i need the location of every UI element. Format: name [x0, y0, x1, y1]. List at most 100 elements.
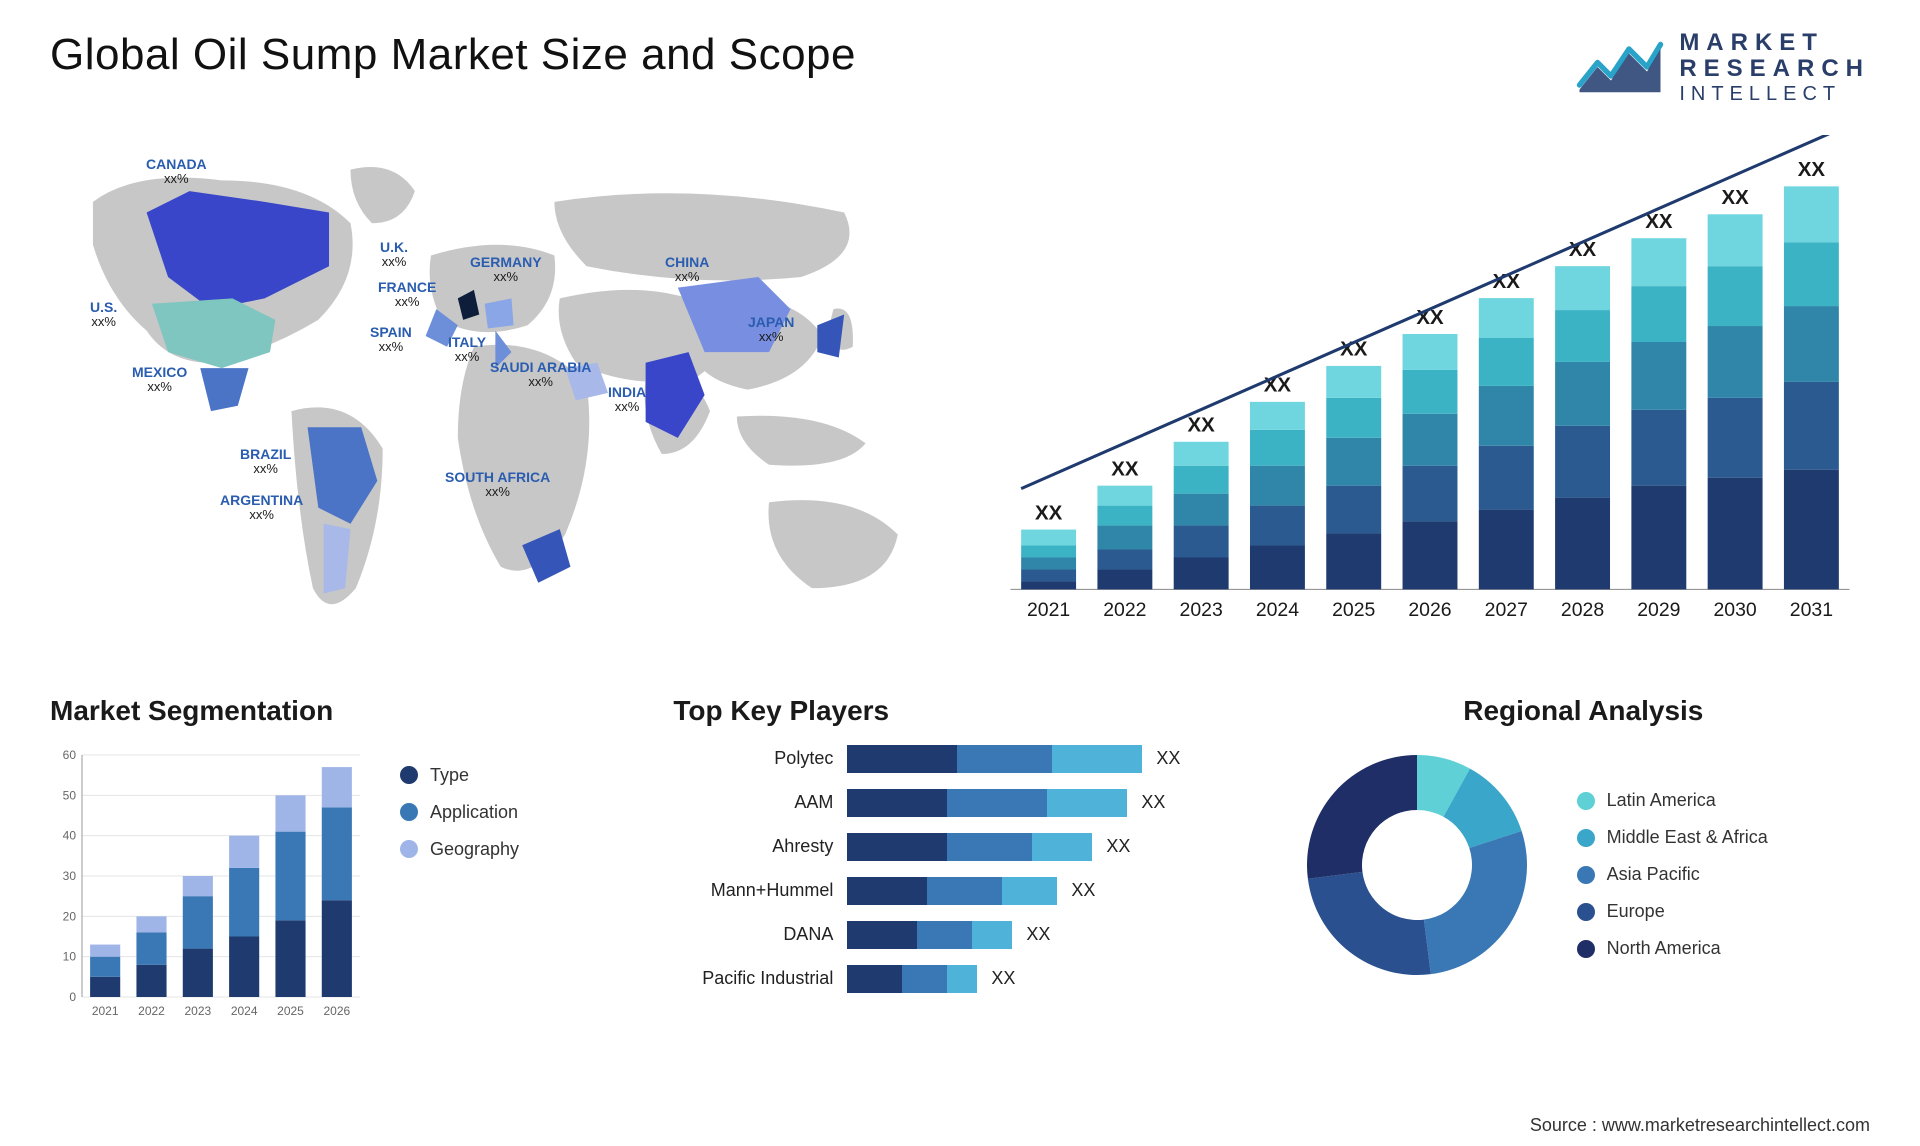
regional-panel: Regional Analysis Latin America Middle Ea…	[1297, 695, 1870, 1095]
map-label-country: SOUTH AFRICA	[445, 470, 550, 485]
map-label: ARGENTINAxx%	[220, 493, 303, 523]
player-bar-segment	[847, 833, 947, 861]
player-name: AAM	[673, 792, 833, 813]
segmentation-legend: Type Application Geography	[400, 745, 519, 860]
map-label: SAUDI ARABIAxx%	[490, 360, 591, 390]
player-name: DANA	[673, 924, 833, 945]
legend-label: Europe	[1607, 901, 1665, 922]
map-label-country: MEXICO	[132, 365, 187, 380]
svg-text:2026: 2026	[1408, 599, 1451, 621]
player-bar-segment	[1032, 833, 1092, 861]
svg-text:2022: 2022	[1103, 599, 1146, 621]
svg-text:2031: 2031	[1790, 599, 1833, 621]
player-bar-segment	[847, 965, 902, 993]
world-map: CANADAxx%U.S.xx%MEXICOxx%BRAZILxx%ARGENT…	[50, 135, 930, 655]
logo: MARKET RESEARCH INTELLECT	[1575, 30, 1870, 105]
map-label-country: U.S.	[90, 300, 117, 315]
player-row: DANAXX	[673, 921, 1246, 949]
map-label-value: xx%	[240, 462, 291, 476]
page-title: Global Oil Sump Market Size and Scope	[50, 30, 856, 80]
map-label: U.K.xx%	[380, 240, 408, 270]
map-label-country: SAUDI ARABIA	[490, 360, 591, 375]
svg-text:2025: 2025	[277, 1004, 304, 1018]
map-label-value: xx%	[608, 400, 646, 414]
map-label-value: xx%	[490, 375, 591, 389]
svg-text:XX: XX	[1798, 158, 1826, 181]
map-label: SPAINxx%	[370, 325, 412, 355]
legend-item: Application	[400, 802, 519, 823]
growth-chart: XX2021XX2022XX2023XX2024XX2025XX2026XX20…	[990, 135, 1870, 655]
players-chart: PolytecXXAAMXXAhrestyXXMann+HummelXXDANA…	[673, 745, 1246, 993]
player-value: XX	[991, 968, 1015, 989]
map-label: MEXICOxx%	[132, 365, 187, 395]
map-label: INDIAxx%	[608, 385, 646, 415]
svg-text:20: 20	[63, 909, 77, 923]
player-row: PolytecXX	[673, 745, 1246, 773]
svg-text:0: 0	[69, 990, 76, 1004]
player-bar-segment	[847, 745, 957, 773]
player-name: Ahresty	[673, 836, 833, 857]
map-label-value: xx%	[90, 315, 117, 329]
legend-item: Asia Pacific	[1577, 864, 1768, 885]
map-label-value: xx%	[445, 485, 550, 499]
legend-swatch	[1577, 866, 1595, 884]
player-bar-segment	[847, 877, 927, 905]
legend-swatch	[400, 840, 418, 858]
player-bar-segment	[972, 921, 1012, 949]
logo-text-3: INTELLECT	[1679, 83, 1870, 105]
legend-item: Geography	[400, 839, 519, 860]
svg-text:60: 60	[63, 748, 77, 762]
player-bar-segment	[917, 921, 972, 949]
legend-item: Middle East & Africa	[1577, 827, 1768, 848]
player-bar-segment	[947, 833, 1032, 861]
map-label: BRAZILxx%	[240, 447, 291, 477]
svg-text:2023: 2023	[1180, 599, 1223, 621]
map-label: JAPANxx%	[748, 315, 794, 345]
segmentation-chart-svg: 0102030405060202120222023202420252026	[50, 745, 370, 1025]
svg-text:XX: XX	[1035, 501, 1063, 524]
legend-swatch	[400, 766, 418, 784]
map-label-value: xx%	[748, 330, 794, 344]
svg-text:2029: 2029	[1637, 599, 1680, 621]
svg-text:30: 30	[63, 869, 77, 883]
regional-donut-svg	[1297, 745, 1537, 985]
legend-label: Type	[430, 765, 469, 786]
players-panel: Top Key Players PolytecXXAAMXXAhrestyXXM…	[673, 695, 1246, 1095]
map-label: CHINAxx%	[665, 255, 709, 285]
map-label: SOUTH AFRICAxx%	[445, 470, 550, 500]
legend-label: North America	[1607, 938, 1721, 959]
player-bar-segment	[947, 965, 977, 993]
svg-text:2021: 2021	[92, 1004, 119, 1018]
player-bar	[847, 745, 1142, 773]
svg-text:2030: 2030	[1713, 599, 1756, 621]
map-label-value: xx%	[665, 270, 709, 284]
regional-title: Regional Analysis	[1297, 695, 1870, 727]
player-row: AhrestyXX	[673, 833, 1246, 861]
segmentation-panel: Market Segmentation 01020304050602021202…	[50, 695, 623, 1095]
map-label-country: SPAIN	[370, 325, 412, 340]
growth-chart-svg: XX2021XX2022XX2023XX2024XX2025XX2026XX20…	[990, 135, 1870, 655]
segmentation-chart: 0102030405060202120222023202420252026	[50, 745, 370, 1025]
map-label: CANADAxx%	[146, 157, 207, 187]
legend-item: Europe	[1577, 901, 1768, 922]
legend-swatch	[400, 803, 418, 821]
map-label-value: xx%	[132, 380, 187, 394]
map-label-country: ITALY	[448, 335, 486, 350]
map-label-country: ARGENTINA	[220, 493, 303, 508]
map-label-country: CHINA	[665, 255, 709, 270]
map-label-country: INDIA	[608, 385, 646, 400]
legend-label: Latin America	[1607, 790, 1716, 811]
legend-swatch	[1577, 792, 1595, 810]
map-label-value: xx%	[448, 350, 486, 364]
map-label-country: FRANCE	[378, 280, 436, 295]
map-label-country: JAPAN	[748, 315, 794, 330]
players-title: Top Key Players	[673, 695, 1246, 727]
legend-label: Application	[430, 802, 518, 823]
legend-item: Latin America	[1577, 790, 1768, 811]
player-value: XX	[1071, 880, 1095, 901]
player-row: Mann+HummelXX	[673, 877, 1246, 905]
regional-legend: Latin America Middle East & Africa Asia Pa…	[1577, 770, 1768, 959]
svg-text:50: 50	[63, 788, 77, 802]
svg-text:10: 10	[63, 949, 77, 963]
map-label-value: xx%	[470, 270, 542, 284]
